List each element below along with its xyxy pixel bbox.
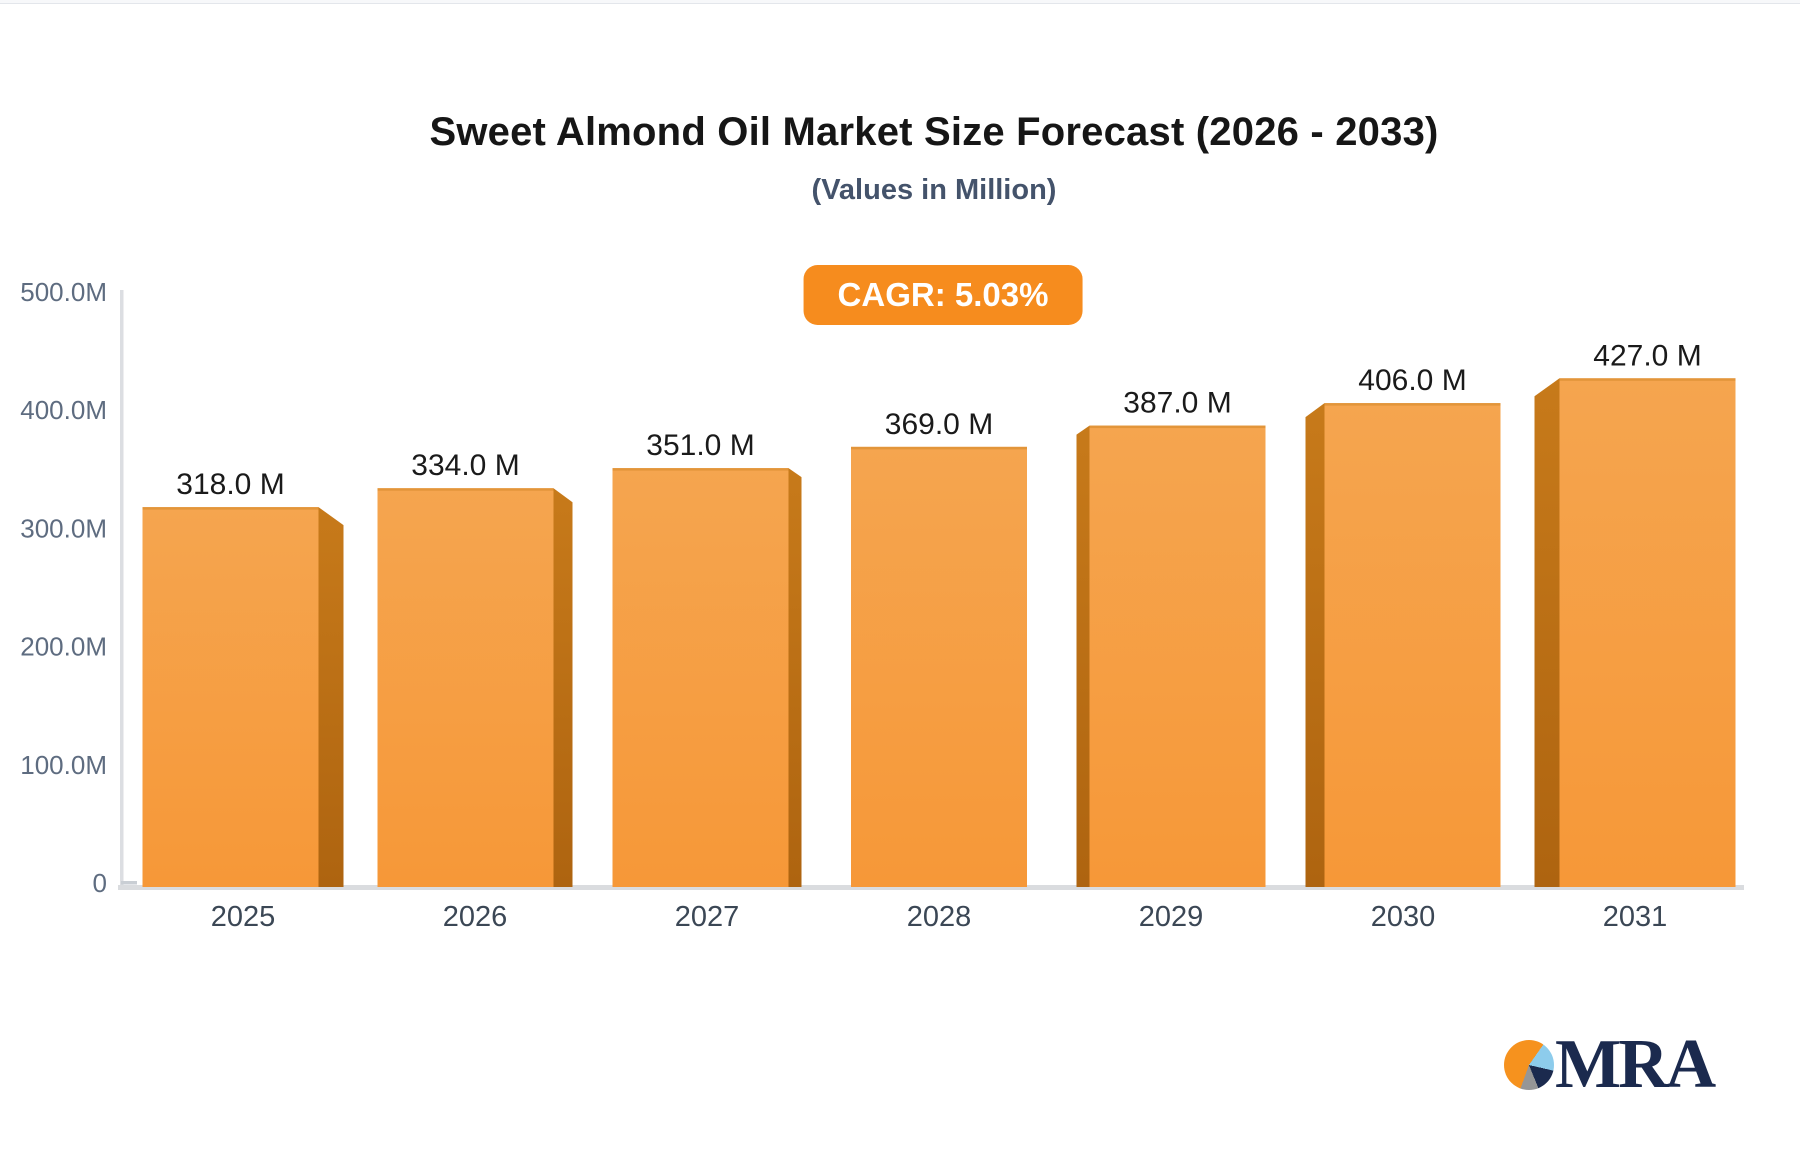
x-axis-label: 2026 [443,901,508,933]
x-axis-label: 2029 [1139,901,1204,933]
brand-logo-text: MRA [1555,1026,1716,1103]
bar-top-edge [377,488,554,491]
y-axis-label: 100.0M [20,750,107,780]
bar-face [851,446,1027,887]
bar-group: 334.0 M 2026 [377,449,573,933]
bar-side-face [1305,403,1325,887]
bar-group: 369.0 M 2028 [851,408,1027,933]
y-axis-label: 500.0M [20,277,107,307]
bar-group: 351.0 M 2027 [612,429,802,933]
x-axis-label: 2027 [675,901,740,933]
bar-side-face [1076,425,1090,887]
bar-value-label: 427.0 M [1593,339,1701,372]
bar-top-edge [851,446,1027,450]
chart-title: Sweet Almond Oil Market Size Forecast (2… [429,110,1439,154]
bar-face [612,468,789,887]
bar-face [142,507,319,887]
bar-side-face [553,488,573,887]
y-axis-label: 400.0M [20,395,107,425]
bar-top-edge [612,468,789,471]
bar-group: 427.0 M 2031 [1534,339,1736,933]
bar-top-edge [1324,403,1501,406]
pie-logo-icon [1504,1040,1554,1090]
bar-group: 318.0 M 2025 [142,468,344,933]
bar-face [1089,425,1266,887]
bar-face [1559,378,1736,887]
bar-value-label: 351.0 M [646,429,754,462]
y-axis-line [120,290,124,885]
x-axis-line [118,885,1744,890]
bar-value-label: 369.0 M [885,408,993,441]
x-axis-label: 2031 [1603,901,1668,933]
y-axis-label: 300.0M [20,513,107,543]
y-axis-label: 0 [93,868,107,898]
zero-tick-mark [121,881,137,885]
bar-side-face [788,468,802,887]
bar-top-edge [1089,425,1266,429]
bar-value-label: 318.0 M [176,468,284,501]
bar-side-face [1534,378,1560,887]
brand-logo: MRA [1504,1026,1716,1103]
bar-value-label: 387.0 M [1123,387,1231,420]
bar-value-label: 406.0 M [1358,364,1466,397]
cagr-badge: CAGR: 5.03% [803,265,1083,325]
bar-group: 387.0 M 2029 [1076,387,1266,933]
page-top-border [0,0,1800,4]
bar-top-edge [142,507,319,510]
x-axis-label: 2025 [211,901,276,933]
bar-value-label: 334.0 M [411,449,519,482]
bar-face [1324,403,1501,887]
bar-top-edge [1559,378,1736,381]
bar-face [377,488,554,887]
chart-subtitle: (Values in Million) [811,174,1057,206]
x-axis-label: 2028 [907,901,972,933]
x-axis-label: 2030 [1371,901,1436,933]
y-axis-label: 200.0M [20,632,107,662]
bar-group: 406.0 M 2030 [1305,364,1501,933]
bar-side-face [318,507,344,887]
